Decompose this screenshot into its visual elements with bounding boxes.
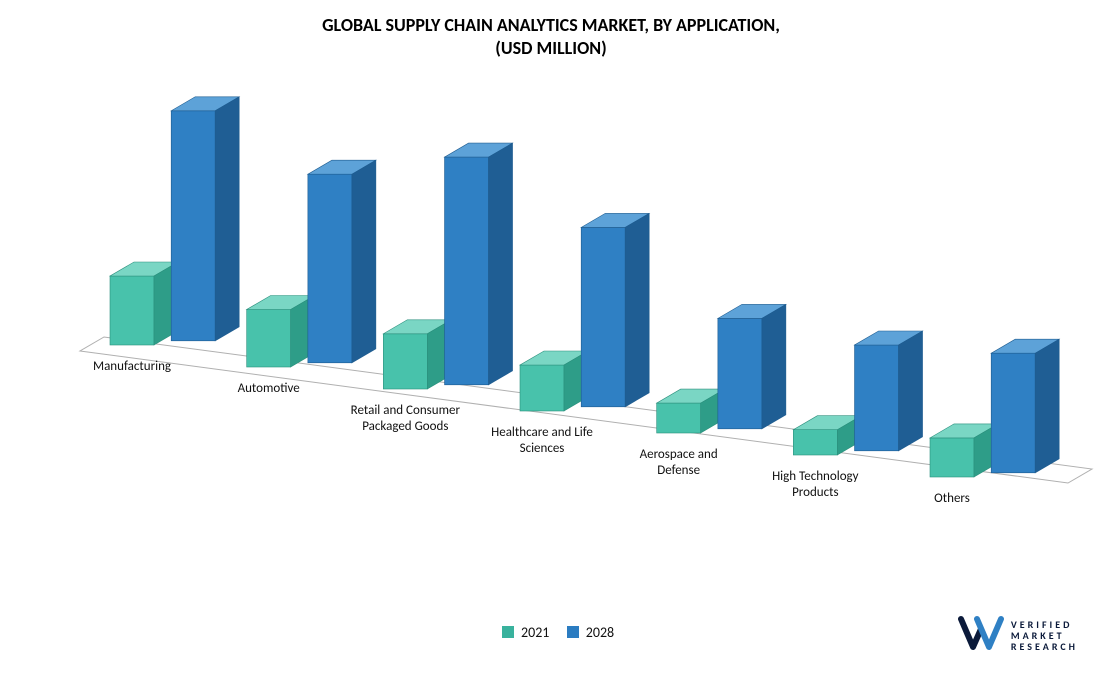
legend-label-2028: 2028	[586, 624, 614, 641]
category-label: Healthcare and Life Sciences	[482, 425, 602, 456]
category-label: Retail and Consumer Packaged Goods	[345, 403, 465, 434]
logo-line-1: VERIFIED	[1011, 619, 1078, 630]
category-label: High Technology Products	[755, 469, 875, 500]
logo-line-3: RESEARCH	[1011, 641, 1078, 652]
title-line-1: GLOBAL SUPPLY CHAIN ANALYTICS MARKET, BY…	[322, 14, 780, 36]
logo-line-2: MARKET	[1011, 630, 1078, 641]
bar-3d-svg	[60, 95, 1040, 555]
chart-area: Manufacturing Automotive Retail and Consum…	[60, 95, 1040, 555]
category-label: Manufacturing	[72, 359, 192, 375]
logo-text: VERIFIED MARKET RESEARCH	[1011, 619, 1078, 652]
title-line-2: (USD MILLION)	[495, 37, 606, 59]
category-label: Automotive	[209, 381, 329, 397]
brand-logo: VERIFIED MARKET RESEARCH	[959, 617, 1078, 653]
category-label: Others	[892, 491, 1012, 507]
legend-label-2021: 2021	[521, 624, 549, 641]
chart-title: GLOBAL SUPPLY CHAIN ANALYTICS MARKET, BY…	[0, 14, 1102, 59]
logo-mark	[959, 617, 1003, 653]
legend-swatch-2021	[502, 626, 514, 638]
legend-swatch-2028	[567, 626, 579, 638]
legend: 2021 2028	[0, 624, 1102, 641]
category-label: Aerospace and Defense	[619, 447, 739, 478]
